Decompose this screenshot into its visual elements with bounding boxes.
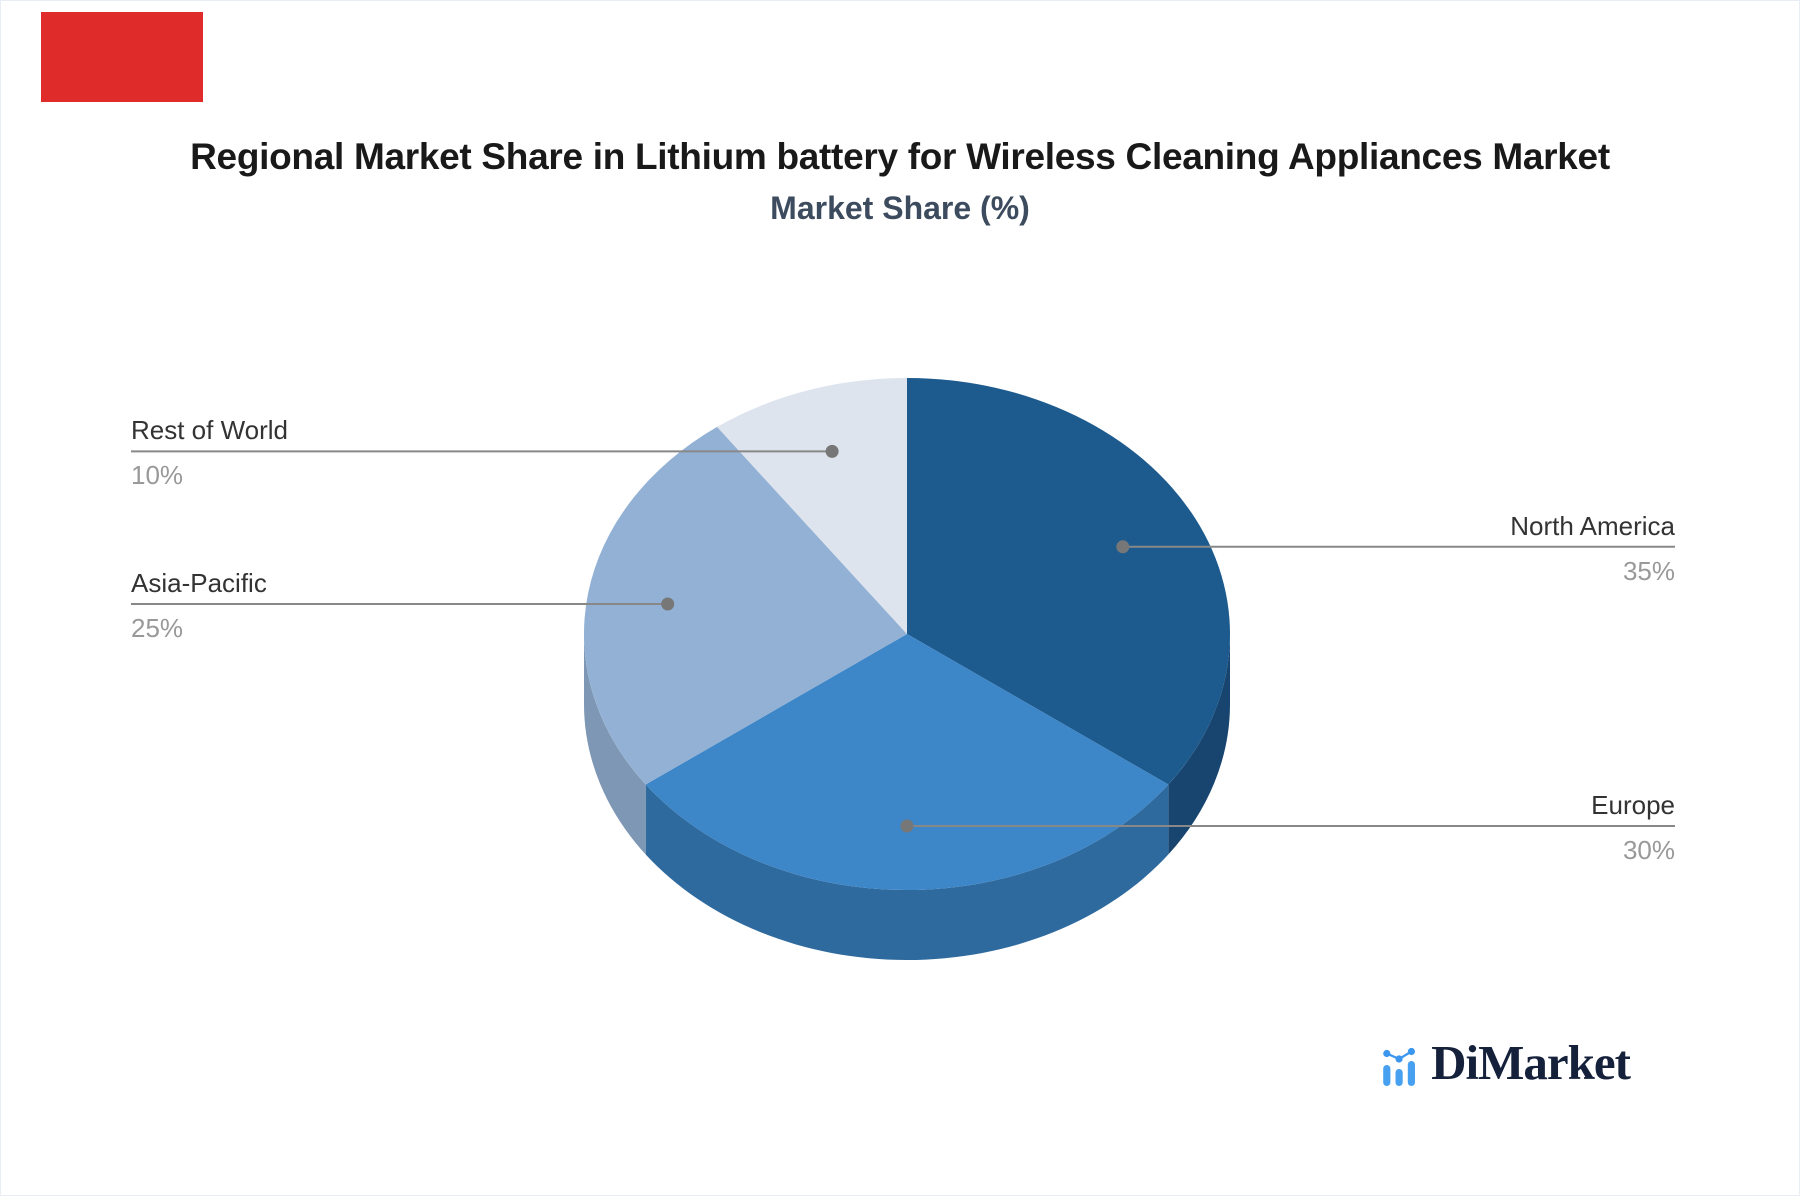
leader-dot-north-america — [1116, 540, 1130, 554]
pie-label-europe: Europe — [1591, 790, 1675, 820]
pie-slice-rest-of-world — [717, 378, 907, 634]
leader-dot-asia-pacific — [661, 597, 675, 611]
chart-title: Regional Market Share in Lithium battery… — [190, 136, 1610, 177]
pie-slice-asia-pacific — [583, 426, 907, 785]
red-marker-box — [41, 12, 203, 102]
pie-value-europe: 30% — [1622, 835, 1675, 865]
pie-value-rest-of-world: 10% — [131, 460, 184, 490]
pie-value-north-america: 35% — [1622, 556, 1675, 586]
dimarket-logo: DiMarket — [1380, 1035, 1631, 1090]
leader-dot-rest-of-world — [825, 444, 839, 458]
pie-slice-side-north-america — [1168, 634, 1230, 855]
pie-slice-side-europe — [645, 784, 1169, 961]
pie-slice-north-america — [907, 378, 1231, 785]
pie-value-asia-pacific: 25% — [131, 613, 184, 643]
chart-subtitle: Market Share (%) — [770, 190, 1030, 226]
pie-label-asia-pacific: Asia-Pacific — [131, 568, 267, 598]
leader-dot-europe — [900, 819, 914, 833]
pie-label-rest-of-world: Rest of World — [131, 415, 289, 445]
pie-slice-side-asia-pacific — [584, 634, 646, 855]
logo-text: DiMarket — [1431, 1035, 1631, 1090]
bar-line-chart-icon — [1383, 1047, 1416, 1086]
pie-label-north-america: North America — [1510, 511, 1675, 541]
